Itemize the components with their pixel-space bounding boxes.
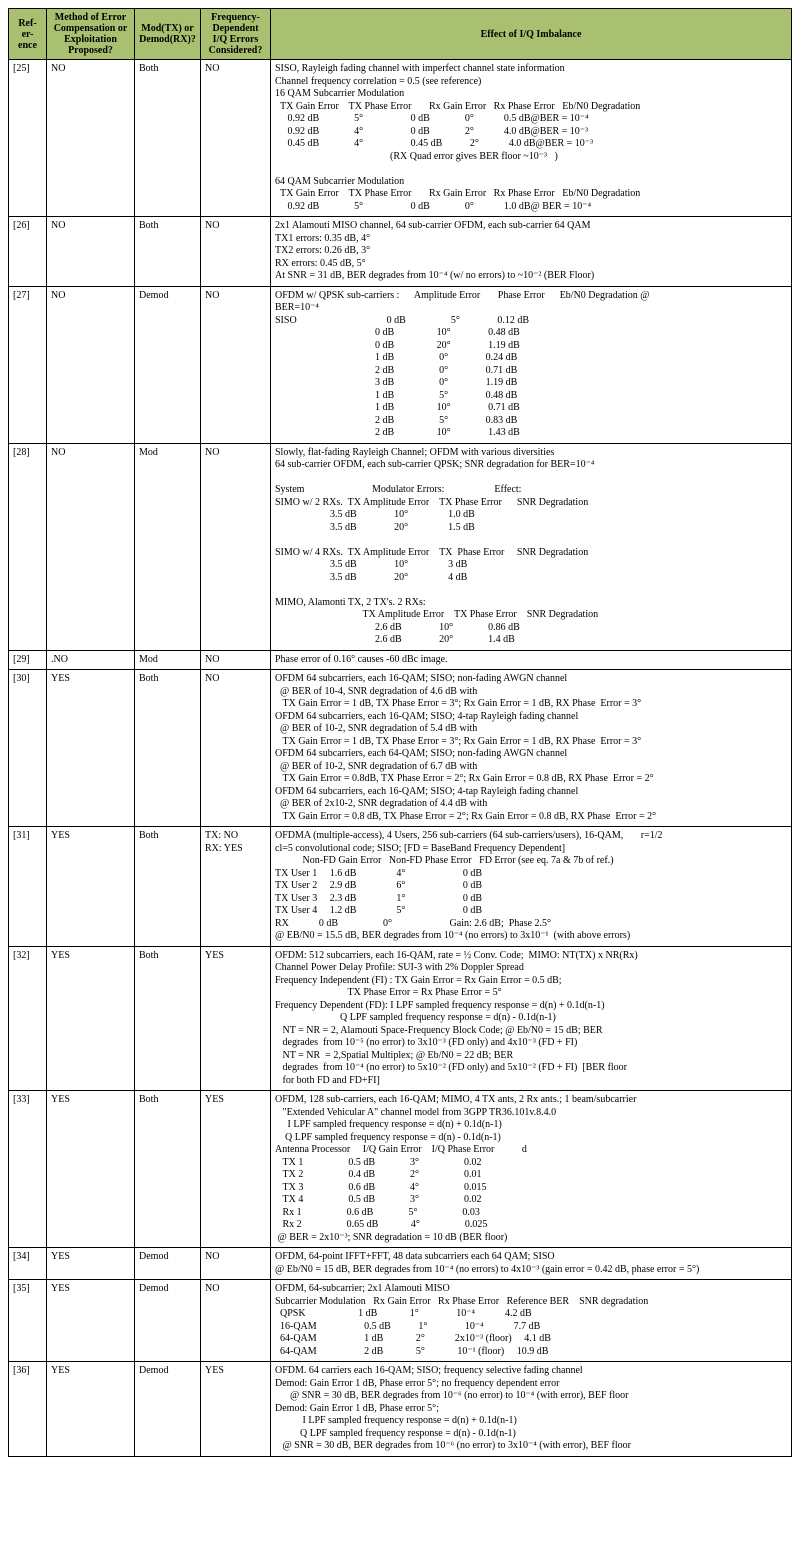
header-row: Ref-er-ence Method of Error Compensation… xyxy=(9,9,792,60)
cell-freq: NO xyxy=(201,286,271,443)
cell-effect: OFDM: 512 subcarriers, each 16-QAM, rate… xyxy=(271,946,792,1091)
table-row: [32]YESBothYESOFDM: 512 subcarriers, eac… xyxy=(9,946,792,1091)
cell-mod: Both xyxy=(135,60,201,217)
cell-ref: [34] xyxy=(9,1248,47,1280)
table-row: [27]NODemodNOOFDM w/ QPSK sub-carriers :… xyxy=(9,286,792,443)
cell-freq: TX: NO RX: YES xyxy=(201,827,271,947)
cell-effect: 2x1 Alamouti MISO channel, 64 sub-carrie… xyxy=(271,217,792,287)
cell-method: NO xyxy=(47,60,135,217)
cell-method: NO xyxy=(47,443,135,650)
col-header-freq: Frequency-Dependent I/Q Errors Considere… xyxy=(201,9,271,60)
cell-mod: Both xyxy=(135,217,201,287)
cell-method: YES xyxy=(47,946,135,1091)
cell-ref: [27] xyxy=(9,286,47,443)
cell-mod: Both xyxy=(135,946,201,1091)
table-row: [25]NOBothNOSISO, Rayleigh fading channe… xyxy=(9,60,792,217)
cell-freq: YES xyxy=(201,946,271,1091)
cell-ref: [26] xyxy=(9,217,47,287)
cell-ref: [25] xyxy=(9,60,47,217)
table-row: [28]NOModNOSlowly, flat-fading Rayleigh … xyxy=(9,443,792,650)
cell-mod: Mod xyxy=(135,650,201,670)
table-row: [36]YESDemodYESOFDM. 64 carriers each 16… xyxy=(9,1362,792,1457)
cell-ref: [28] xyxy=(9,443,47,650)
cell-method: YES xyxy=(47,1362,135,1457)
cell-freq: NO xyxy=(201,670,271,827)
cell-freq: NO xyxy=(201,1248,271,1280)
cell-mod: Demod xyxy=(135,286,201,443)
col-header-ref: Ref-er-ence xyxy=(9,9,47,60)
col-header-method: Method of Error Compensation or Exploita… xyxy=(47,9,135,60)
cell-ref: [30] xyxy=(9,670,47,827)
cell-ref: [33] xyxy=(9,1091,47,1248)
cell-freq: NO xyxy=(201,217,271,287)
table-row: [33]YESBothYESOFDM, 128 sub-carriers, ea… xyxy=(9,1091,792,1248)
cell-ref: [31] xyxy=(9,827,47,947)
cell-mod: Both xyxy=(135,1091,201,1248)
table-row: [34]YESDemodNOOFDM, 64-point IFFT+FFT, 4… xyxy=(9,1248,792,1280)
cell-effect: OFDM, 64-subcarrier; 2x1 Alamouti MISO S… xyxy=(271,1280,792,1362)
cell-freq: YES xyxy=(201,1091,271,1248)
cell-method: NO xyxy=(47,217,135,287)
cell-effect: Phase error of 0.16° causes -60 dBc imag… xyxy=(271,650,792,670)
cell-effect: SISO, Rayleigh fading channel with imper… xyxy=(271,60,792,217)
cell-method: YES xyxy=(47,670,135,827)
cell-freq: NO xyxy=(201,443,271,650)
table-row: [26]NOBothNO2x1 Alamouti MISO channel, 6… xyxy=(9,217,792,287)
cell-method: YES xyxy=(47,1248,135,1280)
cell-effect: OFDM w/ QPSK sub-carriers : Amplitude Er… xyxy=(271,286,792,443)
cell-effect: OFDM, 64-point IFFT+FFT, 48 data subcarr… xyxy=(271,1248,792,1280)
cell-ref: [36] xyxy=(9,1362,47,1457)
cell-freq: YES xyxy=(201,1362,271,1457)
table-row: [35]YESDemodNOOFDM, 64-subcarrier; 2x1 A… xyxy=(9,1280,792,1362)
cell-method: NO xyxy=(47,286,135,443)
cell-ref: [35] xyxy=(9,1280,47,1362)
cell-ref: [29] xyxy=(9,650,47,670)
cell-freq: NO xyxy=(201,650,271,670)
cell-effect: OFDM, 128 sub-carriers, each 16-QAM; MIM… xyxy=(271,1091,792,1248)
cell-mod: Both xyxy=(135,827,201,947)
col-header-mod: Mod(TX) or Demod(RX)? xyxy=(135,9,201,60)
cell-effect: OFDM. 64 carriers each 16-QAM; SISO; fre… xyxy=(271,1362,792,1457)
table-row: [31]YESBothTX: NO RX: YESOFDMA (multiple… xyxy=(9,827,792,947)
cell-mod: Demod xyxy=(135,1280,201,1362)
col-header-effect: Effect of I/Q Imbalance xyxy=(271,9,792,60)
table-row: [29].NOModNOPhase error of 0.16° causes … xyxy=(9,650,792,670)
cell-method: YES xyxy=(47,1091,135,1248)
iq-imbalance-table: Ref-er-ence Method of Error Compensation… xyxy=(8,8,792,1457)
cell-method: YES xyxy=(47,1280,135,1362)
cell-method: YES xyxy=(47,827,135,947)
cell-effect: OFDM 64 subcarriers, each 16-QAM; SISO; … xyxy=(271,670,792,827)
cell-freq: NO xyxy=(201,60,271,217)
table-row: [30]YESBothNOOFDM 64 subcarriers, each 1… xyxy=(9,670,792,827)
cell-ref: [32] xyxy=(9,946,47,1091)
cell-effect: Slowly, flat-fading Rayleigh Channel; OF… xyxy=(271,443,792,650)
cell-effect: OFDMA (multiple-access), 4 Users, 256 su… xyxy=(271,827,792,947)
cell-method: .NO xyxy=(47,650,135,670)
cell-mod: Demod xyxy=(135,1362,201,1457)
cell-freq: NO xyxy=(201,1280,271,1362)
cell-mod: Demod xyxy=(135,1248,201,1280)
cell-mod: Both xyxy=(135,670,201,827)
cell-mod: Mod xyxy=(135,443,201,650)
